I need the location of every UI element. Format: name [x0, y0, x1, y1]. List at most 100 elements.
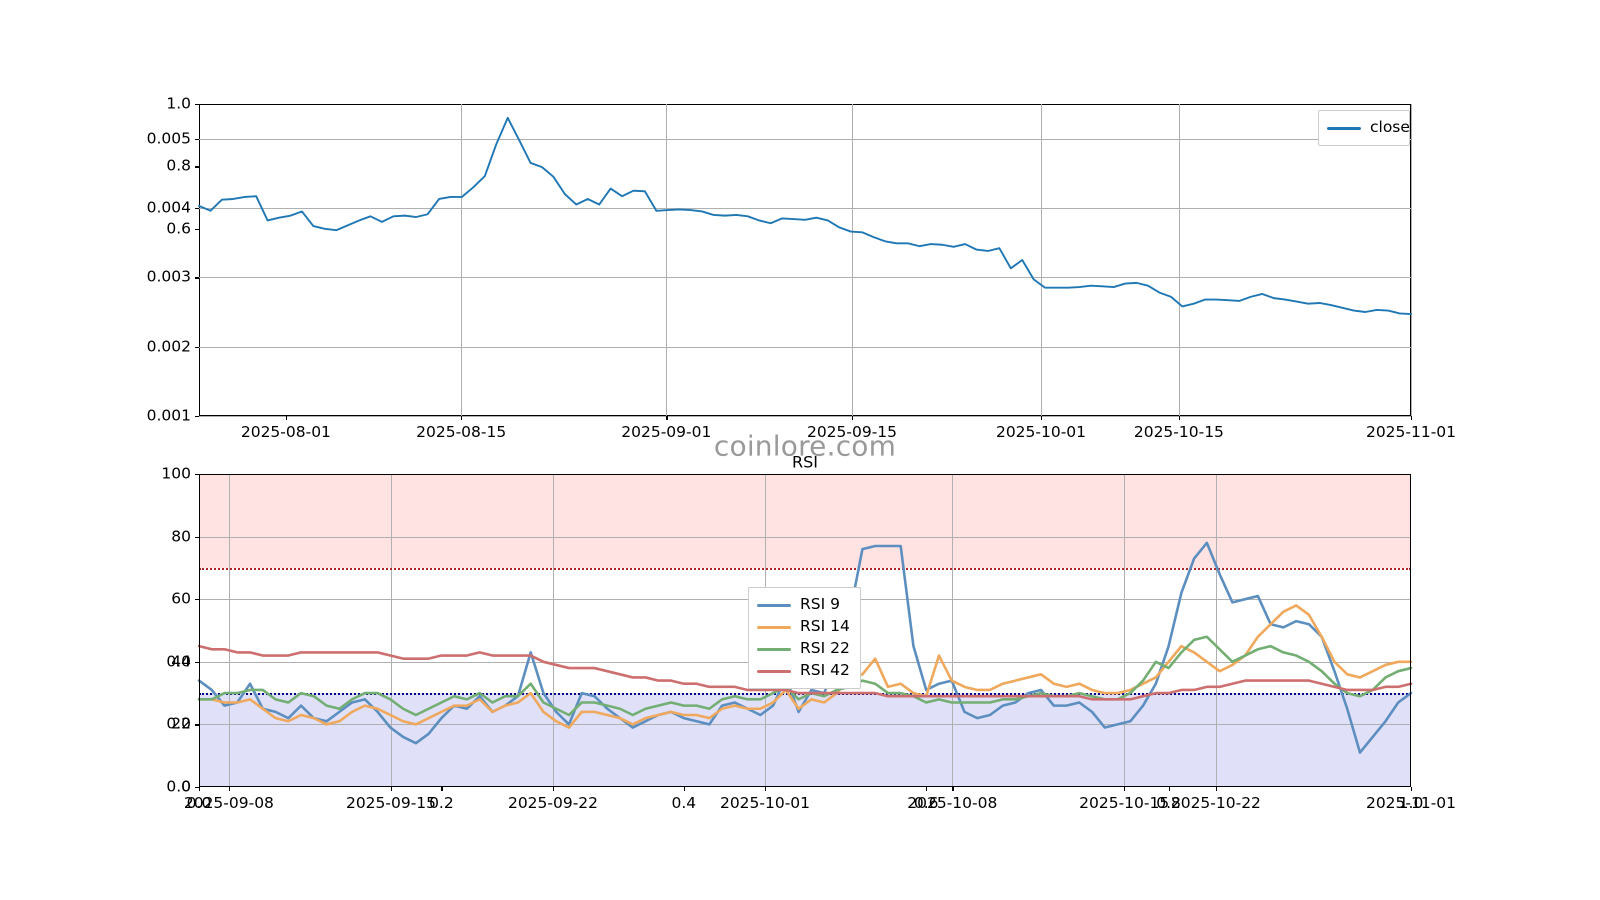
price-gridline-v — [1178, 104, 1180, 416]
rsi-x-tick-label-secondary: 0.8 — [1156, 794, 1181, 812]
rsi-series-plot — [197, 541, 1413, 754]
price-x-tick — [285, 416, 288, 420]
price-x-tick — [666, 416, 668, 420]
price-chart-panel: 0.005 0.004 0.003 0.002 0.001 1.0 0.8 0.6 2025-… — [147, 96, 1456, 440]
price-gridline-h — [199, 416, 1411, 417]
rsi-gridline-v — [228, 474, 230, 787]
rsi-legend-row[interactable]: RSI 42 — [757, 660, 850, 682]
price-gridline-h — [199, 208, 1411, 209]
price-legend[interactable]: close — [1318, 110, 1410, 146]
price-y-tick-label-secondary: 0.8 — [166, 156, 191, 175]
price-x-tick-label: 2025-11-01 — [1365, 423, 1457, 441]
price-gridline-v — [1041, 104, 1042, 416]
price-y-tick-label: 0.003 — [146, 267, 191, 286]
price-x-tick-label: 2025-10-01 — [995, 423, 1087, 441]
price-y-tick — [195, 346, 199, 348]
price-y-tick-label: 0.002 — [146, 336, 191, 355]
rsi-line-rsi-22 — [197, 635, 1413, 717]
rsi-y-tick-label-secondary: 0.2 — [166, 714, 191, 733]
rsi-panel-title: RSI — [792, 452, 818, 472]
price-y-tick-label-secondary: 0.6 — [166, 219, 191, 238]
rsi-x-tick-secondary — [441, 787, 443, 791]
rsi-y-tick — [195, 474, 199, 476]
price-y-tick-label: 0.001 — [146, 406, 191, 425]
price-legend-row[interactable]: close — [1327, 117, 1410, 139]
rsi-line-rsi-42 — [197, 644, 1413, 701]
price-y-tick-label-secondary: 1.0 — [166, 94, 191, 113]
price-gridline-v — [852, 104, 853, 416]
rsi-y-tick — [195, 536, 199, 538]
price-x-tick — [1178, 416, 1181, 420]
rsi-legend-row[interactable]: RSI 22 — [757, 638, 850, 660]
rsi-gridline-v — [952, 474, 954, 787]
rsi-x-tick-secondary — [199, 787, 201, 791]
price-y-tick — [195, 208, 199, 210]
price-x-tick-label: 2025-08-01 — [240, 423, 331, 441]
rsi-y-tick-label: 100 — [161, 464, 191, 483]
rsi-x-tick-label: 2025-10-08 — [907, 794, 998, 812]
rsi-x-tick — [553, 787, 555, 791]
rsi-x-tick — [391, 787, 393, 791]
rsi-y-tick — [195, 599, 199, 601]
rsi-x-tick-label: 2025-10-01 — [719, 794, 811, 812]
rsi-legend-row[interactable]: RSI 14 — [757, 616, 850, 638]
price-y-tick-label: 0.004 — [146, 198, 191, 217]
price-x-tick-label: 2025-09-01 — [621, 423, 712, 441]
rsi-x-tick — [228, 787, 231, 791]
price-x-tick-label: 2025-09-15 — [806, 423, 898, 441]
watermark: coinlore.com — [713, 429, 897, 463]
rsi-x-tick-secondary — [1168, 787, 1170, 791]
rsi-x-tick-secondary — [683, 787, 686, 791]
price-y-tick — [195, 138, 199, 140]
rsi-gridline-v — [1124, 474, 1126, 787]
rsi-legend-row[interactable]: RSI 9 — [757, 594, 850, 616]
rsi-x-tick-label: 2025-11-01 — [1365, 794, 1457, 812]
rsi-overbought-band — [199, 474, 1411, 568]
rsi-legend-label: RSI 22 — [800, 639, 850, 658]
rsi-x-tick — [1215, 787, 1218, 791]
rsi-legend-swatch — [757, 603, 791, 607]
price-gridline-h — [199, 138, 1411, 140]
price-gridline-h — [199, 346, 1411, 348]
rsi-gridline-h — [199, 724, 1411, 726]
rsi-line-rsi-9 — [197, 541, 1413, 754]
price-legend-swatch — [1327, 126, 1361, 130]
price-x-tick — [1041, 416, 1043, 420]
price-legend-label: close — [1370, 118, 1410, 137]
price-y-tick-secondary — [195, 228, 199, 231]
rsi-x-tick-label: 2025-10-22 — [1170, 794, 1261, 812]
rsi-legend-swatch — [757, 669, 791, 673]
rsi-gridline-v — [553, 474, 554, 787]
price-series-plot — [198, 116, 1412, 316]
rsi-x-tick-label-secondary: 0.2 — [429, 794, 454, 812]
price-x-tick — [852, 416, 854, 420]
price-gridline-v — [461, 104, 463, 416]
rsi-line-rsi-14 — [197, 604, 1413, 729]
rsi-x-tick-label: 2025-09-15 — [345, 794, 437, 812]
rsi-y-tick-secondary — [195, 787, 199, 789]
rsi-y-tick-label-secondary: 0.0 — [166, 777, 191, 796]
rsi-legend-swatch — [757, 647, 791, 651]
price-y-tick-label: 0.005 — [146, 128, 191, 147]
rsi-legend[interactable]: RSI 9 RSI 14 RSI 22 RSI 42 — [748, 587, 861, 689]
rsi-x-tick-label-secondary: 0.4 — [671, 794, 697, 812]
rsi-x-tick — [952, 787, 954, 791]
rsi-x-tick-label-secondary: 0.0 — [186, 794, 212, 812]
rsi-legend-swatch — [757, 625, 791, 629]
rsi-y-tick-label: 40 — [171, 652, 191, 671]
price-gridline-v — [1411, 104, 1412, 416]
rsi-y-tick-label: 80 — [171, 526, 191, 545]
rsi-legend-label: RSI 9 — [800, 595, 840, 614]
rsi-x-tick-label-secondary: 1.0 — [1398, 794, 1424, 812]
rsi-gridline-v — [1215, 474, 1217, 787]
rsi-y-tick-label: 0 — [181, 777, 191, 796]
rsi-y-tick-secondary — [195, 661, 199, 664]
price-y-tick — [195, 277, 199, 279]
rsi-y-tick-label-secondary: 0.4 — [166, 652, 191, 671]
price-x-tick-label: 2025-10-15 — [1133, 423, 1224, 441]
price-x-tick-label: 2025-08-15 — [416, 423, 507, 441]
rsi-y-tick-secondary — [195, 724, 199, 726]
rsi-y-tick-label: 20 — [171, 714, 191, 733]
rsi-x-tick-secondary — [1411, 787, 1413, 791]
rsi-x-tick-label: 2025-09-08 — [183, 794, 274, 812]
